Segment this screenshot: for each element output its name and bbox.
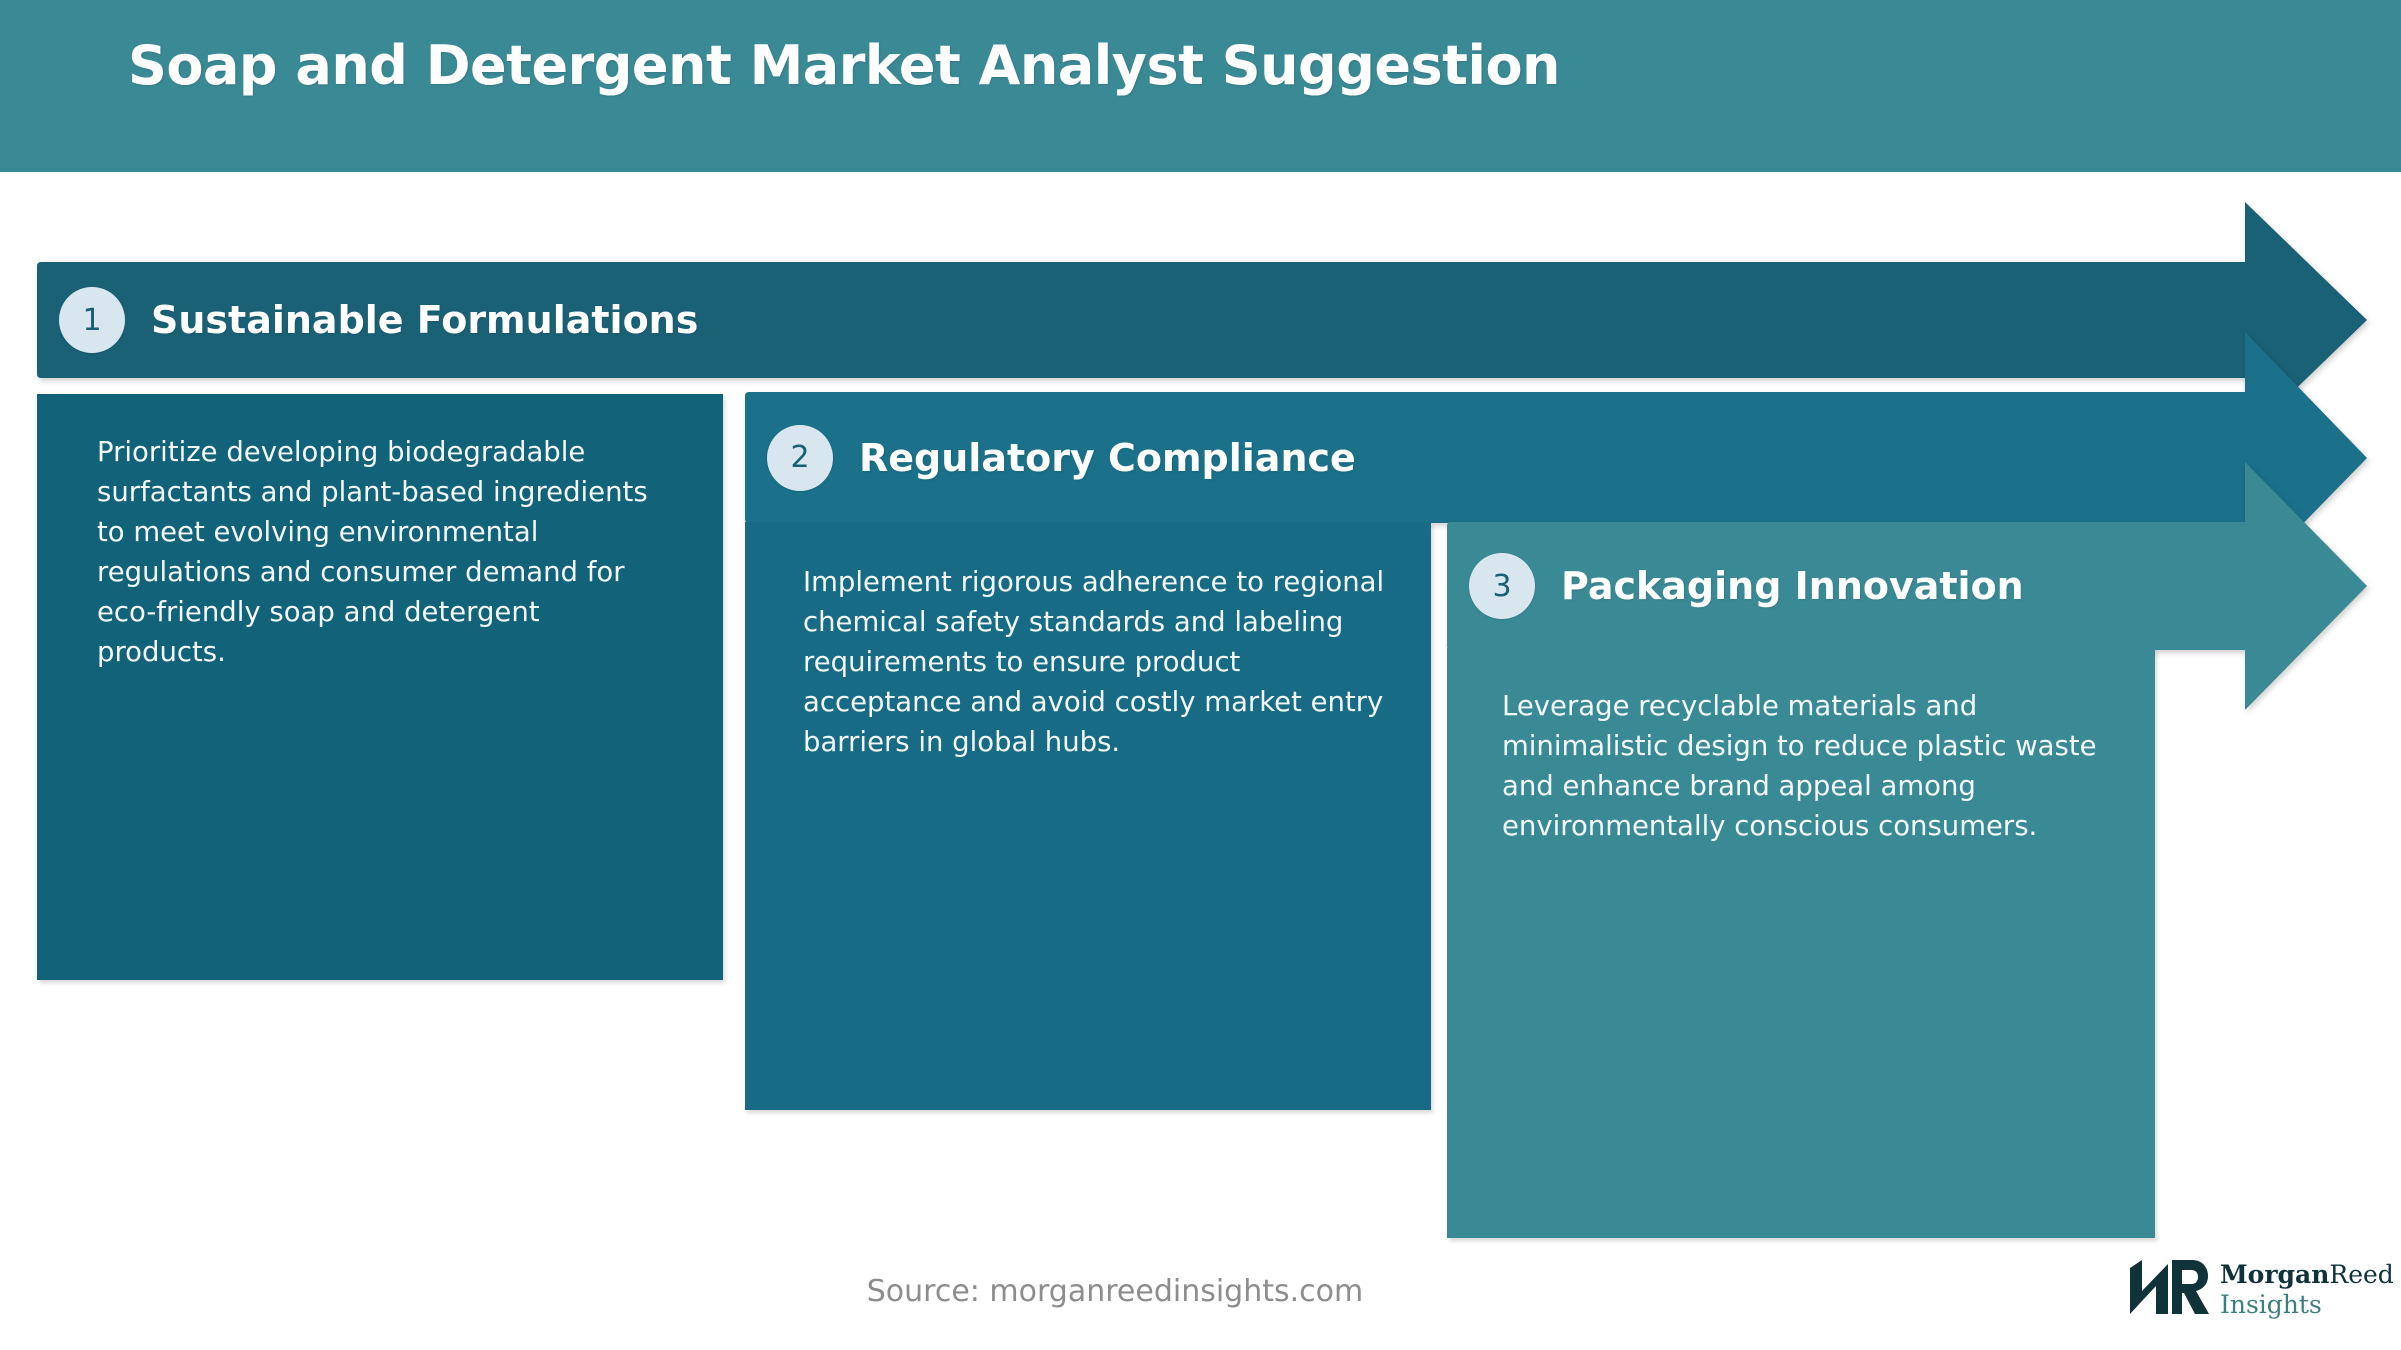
step-3-body-text: Leverage recyclable materials and minima… [1502, 690, 2097, 842]
step-1-arrow-band: 1 Sustainable Formulations [37, 202, 2367, 438]
logo-name: MorganReed [2220, 1262, 2394, 1287]
step-3-arrow-band: 3 Packaging Innovation [1447, 462, 2367, 710]
step-1-body-text: Prioritize developing biodegradable surf… [97, 436, 648, 668]
step-1-number-badge: 1 [59, 287, 125, 353]
logo-name-reed: Reed [2329, 1259, 2394, 1289]
arrow-shape-2 [745, 332, 2367, 583]
source-caption: Source: morganreedinsights.com [866, 1274, 1364, 1309]
step-2-arrow-band: 2 Regulatory Compliance [745, 332, 2367, 583]
step-2-body-text: Implement rigorous adherence to regional… [803, 566, 1385, 758]
logo-name-morgan: Morgan [2220, 1259, 2330, 1289]
step-1-body-box: Prioritize developing biodegradable surf… [37, 394, 723, 980]
page-title: Soap and Detergent Market Analyst Sugges… [128, 34, 1561, 97]
step-3-body-box: Leverage recyclable materials and minima… [1447, 648, 2155, 1238]
step-1-header-content: 1 Sustainable Formulations [37, 262, 698, 378]
mr-monogram-icon [2128, 1258, 2210, 1320]
mr-monogram-svg [2130, 1260, 2209, 1314]
step-3-number-badge: 3 [1469, 553, 1535, 619]
step-1-title: Sustainable Formulations [151, 298, 699, 342]
step-2-title: Regulatory Compliance [859, 435, 1356, 480]
step-3-title: Packaging Innovation [1561, 564, 2024, 608]
step-2-header-content: 2 Regulatory Compliance [745, 392, 1356, 523]
step-3-header-content: 3 Packaging Innovation [1447, 522, 2024, 650]
step-2-number-badge: 2 [767, 424, 833, 491]
step-2-body-box: Implement rigorous adherence to regional… [745, 522, 1431, 1110]
morgan-reed-insights-logo: MorganReed Insights [2128, 1258, 2394, 1320]
header-bar: Soap and Detergent Market Analyst Sugges… [0, 0, 2401, 172]
logo-tagline: Insights [2220, 1289, 2322, 1319]
logo-wordmark: MorganReed Insights [2220, 1262, 2394, 1317]
arrow-shape-1 [37, 202, 2367, 438]
